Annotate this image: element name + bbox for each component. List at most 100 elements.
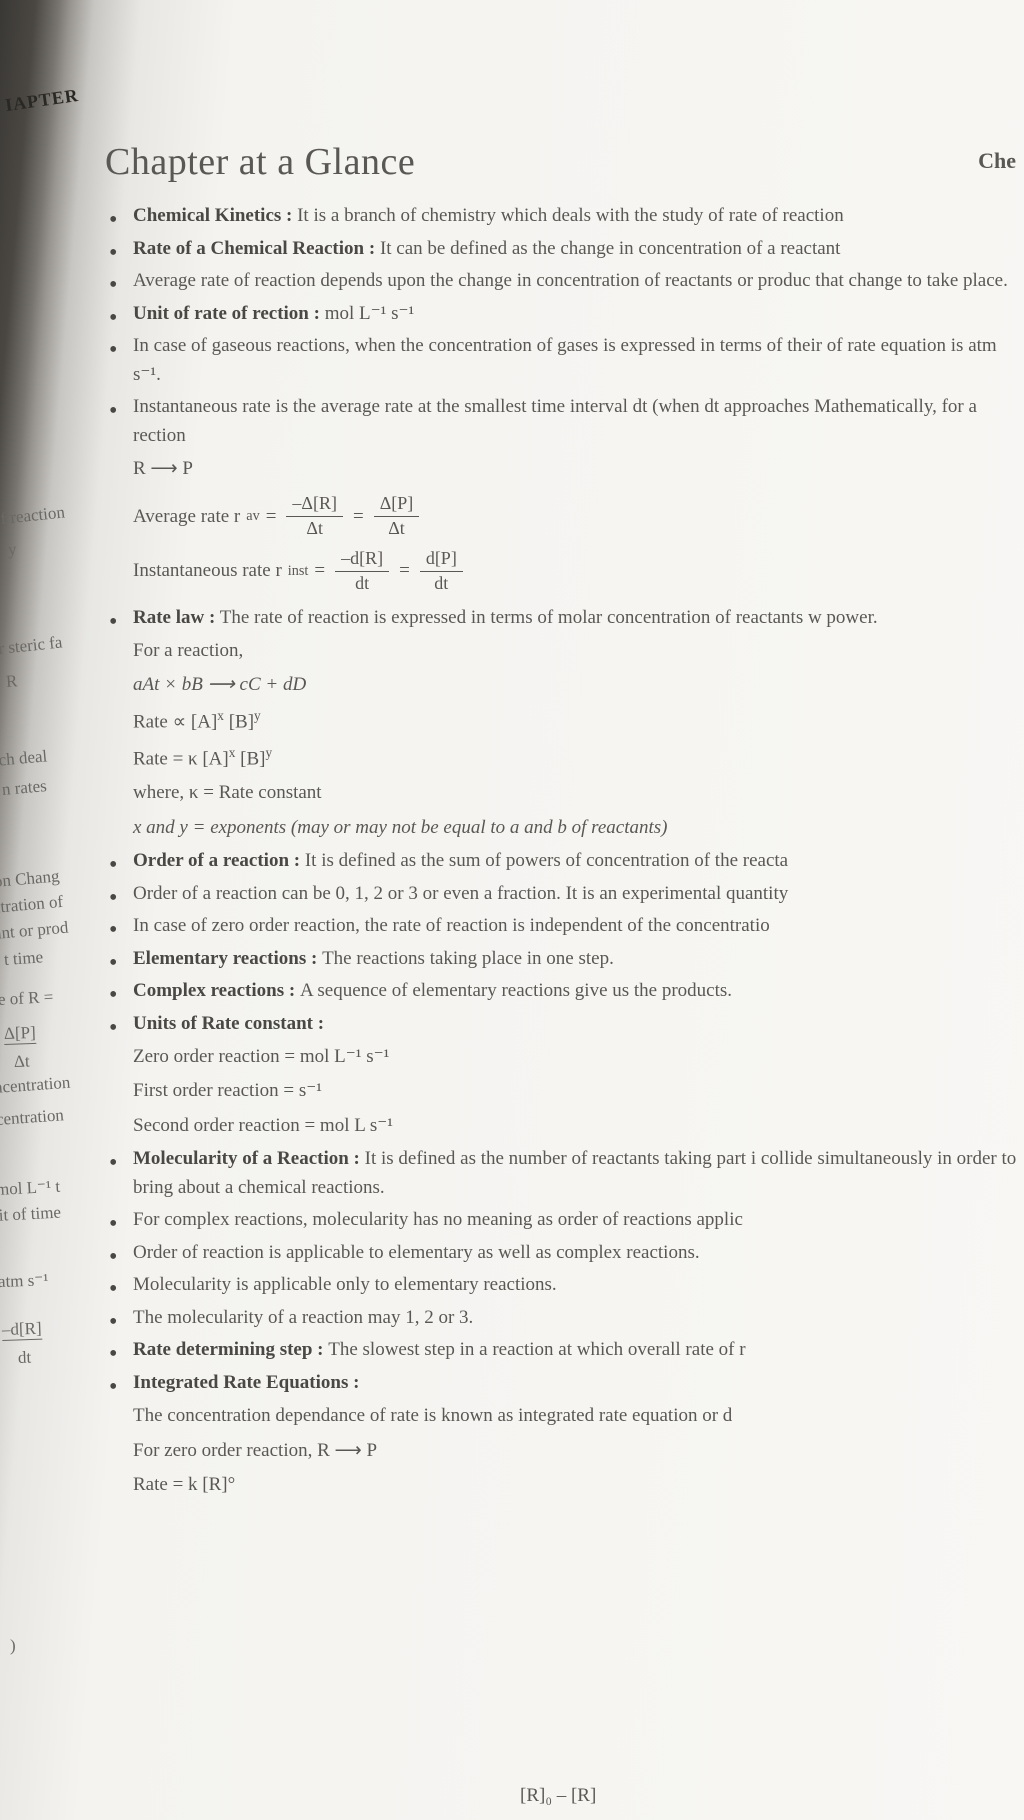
margin-fragment: t time [3, 947, 44, 970]
frac-inst-2: d[P]dt [420, 549, 463, 594]
bullet-term: Chemical Kinetics : [133, 205, 297, 226]
bullet-item: Order of reaction is applicable to eleme… [133, 1239, 1024, 1268]
frac-avg-1: –Δ[R]Δt [286, 494, 343, 539]
bullet-def: Average rate of reaction depends upon th… [133, 270, 1008, 291]
inst-rate-label: Instantaneous rate r [133, 560, 282, 582]
equals-3: = [314, 560, 325, 582]
bullet-item: Rate determining step : The slowest step… [133, 1336, 1024, 1365]
bullet-term: Rate determining step : [133, 1339, 328, 1360]
eq2-y: y [254, 708, 261, 723]
reaction-arrow: R ⟶ P [105, 454, 1024, 484]
bullet-def: It can be defined as the change in conce… [380, 238, 841, 259]
frac4-num: d[P] [420, 549, 463, 572]
bullet-item: Units of Rate constant : [133, 1010, 1024, 1039]
bullet-item: Order of a reaction can be 0, 1, 2 or 3 … [133, 880, 1024, 909]
bottom-right-formula: [R]₀ – [R] [520, 1785, 596, 1807]
eq3: Rate = κ [A]x [B]y [105, 742, 1024, 775]
margin-fragment: ) [10, 1636, 16, 1656]
margin-fragment: ich deal [0, 746, 48, 771]
eq2-pre: Rate ∝ [A] [133, 711, 217, 732]
frac3-den: dt [349, 572, 375, 594]
page-content: Chapter at a Glance Chemical Kinetics : … [105, 140, 1024, 1504]
units-block: Zero order reaction = mol L⁻¹ s⁻¹ First o… [105, 1042, 1024, 1141]
eq2-mid: [B] [224, 711, 254, 732]
frac1-num: –Δ[R] [286, 494, 343, 517]
bullet-def: The reactions taking place in one step. [322, 948, 614, 969]
bullet-term: Units of Rate constant : [133, 1013, 324, 1034]
bullet-item: The molecularity of a reaction may 1, 2 … [133, 1304, 1024, 1333]
margin-fragment: y [7, 539, 17, 560]
bullet-item: For complex reactions, molecularity has … [133, 1206, 1024, 1235]
margin-fragment: mol L⁻¹ t [0, 1177, 61, 1200]
eq2: Rate ∝ [A]x [B]y [105, 705, 1024, 738]
equals-1: = [266, 506, 277, 528]
avg-rate-label: Average rate r [133, 506, 240, 528]
equals-4: = [399, 560, 410, 582]
bullet-def: Molecularity is applicable only to eleme… [133, 1274, 557, 1295]
chapter-title: Chapter at a Glance [105, 140, 1024, 184]
units-line: First order reaction = s⁻¹ [133, 1076, 1024, 1106]
eq3-mid: [B] [235, 748, 265, 769]
bullet-item: In case of zero order reaction, the rate… [133, 912, 1024, 941]
bullet-def: Order of reaction is applicable to eleme… [133, 1242, 700, 1263]
bullet-item: Instantaneous rate is the average rate a… [133, 393, 1024, 450]
rate-zero: Rate = k [R]° [105, 1470, 1024, 1500]
units-line: Zero order reaction = mol L⁻¹ s⁻¹ [133, 1042, 1024, 1072]
bullet-def: It is defined as the sum of powers of co… [305, 850, 788, 871]
bullet-item: Chemical Kinetics : It is a branch of ch… [133, 202, 1024, 231]
rate-law-term: Rate law : [133, 607, 215, 628]
bullet-item: In case of gaseous reactions, when the c… [133, 332, 1024, 389]
inst-rate-formula: Instantaneous rate rinst= –d[R]dt = d[P]… [105, 549, 1024, 594]
margin-fragment: of reaction [0, 502, 66, 530]
avg-rate-sub: av [246, 508, 259, 525]
margin-fragment: iit of time [0, 1203, 61, 1226]
bullet-list-1: Chemical Kinetics : It is a branch of ch… [105, 202, 1024, 450]
bullet-def: In case of zero order reaction, the rate… [133, 915, 770, 936]
bullet-term: Complex reactions : [133, 980, 300, 1001]
margin-fragment: ntration of [0, 892, 64, 918]
eq2-x: x [217, 708, 224, 723]
margin-fragment: ant or prod [0, 918, 69, 944]
bullet-list-3: Molecularity of a Reaction : It is defin… [105, 1145, 1024, 1397]
margin-fragment: Δ[P] [4, 1023, 36, 1045]
bullet-item: Molecularity is applicable only to eleme… [133, 1271, 1024, 1300]
margin-fragment: on Chang [0, 866, 60, 892]
frac2-den: Δt [382, 517, 411, 539]
frac-inst-1: –d[R]dt [335, 549, 389, 594]
bullet-item: Order of a reaction : It is defined as t… [133, 847, 1024, 876]
bullet-def: For complex reactions, molecularity has … [133, 1209, 743, 1230]
rate-law-def: The rate of reaction is expressed in ter… [220, 607, 878, 628]
margin-fragment: or steric fa [0, 632, 63, 659]
margin-fragment: n rates [1, 776, 47, 800]
bullet-item: Elementary reactions : The reactions tak… [133, 945, 1024, 974]
inst-rate-sub: inst [288, 563, 309, 580]
bullet-def: Instantaneous rate is the average rate a… [133, 396, 977, 446]
bullet-term: Molecularity of a Reaction : [133, 1148, 365, 1169]
units-line: Second order reaction = mol L s⁻¹ [133, 1111, 1024, 1141]
eq1: aAt × bB ⟶ cC + dD [105, 670, 1024, 700]
margin-fragment: –d[R] [2, 1319, 42, 1341]
eq3-y: y [265, 745, 272, 760]
rate-law-li: Rate law : The rate of reaction is expre… [133, 604, 1024, 633]
bullet-term: Integrated Rate Equations : [133, 1372, 359, 1393]
margin-fragment: e of R = [0, 987, 54, 1010]
frac4-den: dt [428, 572, 454, 594]
zero-line: For zero order reaction, R ⟶ P [105, 1436, 1024, 1466]
bullet-list-2: Order of a reaction : It is defined as t… [105, 847, 1024, 1038]
eq3-pre: Rate = κ [A] [133, 748, 229, 769]
margin-fragment: Δt [14, 1051, 30, 1072]
frac1-den: Δt [300, 517, 329, 539]
bullet-item: Molecularity of a Reaction : It is defin… [133, 1145, 1024, 1202]
bullet-def: In case of gaseous reactions, when the c… [133, 335, 997, 385]
bullet-def: It is a branch of chemistry which deals … [297, 205, 844, 226]
margin-fragment: centration [0, 1105, 65, 1130]
int-line: The concentration dependance of rate is … [105, 1401, 1024, 1431]
frac3-num: –d[R] [335, 549, 389, 572]
equals-2: = [353, 506, 364, 528]
margin-fragment: dt [18, 1348, 32, 1368]
bullet-item: Rate of a Chemical Reaction : It can be … [133, 235, 1024, 264]
bullet-item: Unit of rate of rection : mol L⁻¹ s⁻¹ [133, 300, 1024, 329]
bullet-def: Order of a reaction can be 0, 1, 2 or 3 … [133, 883, 788, 904]
bullet-term: Unit of rate of rection : [133, 303, 325, 324]
bullet-def: A sequence of elementary reactions give … [300, 980, 732, 1001]
